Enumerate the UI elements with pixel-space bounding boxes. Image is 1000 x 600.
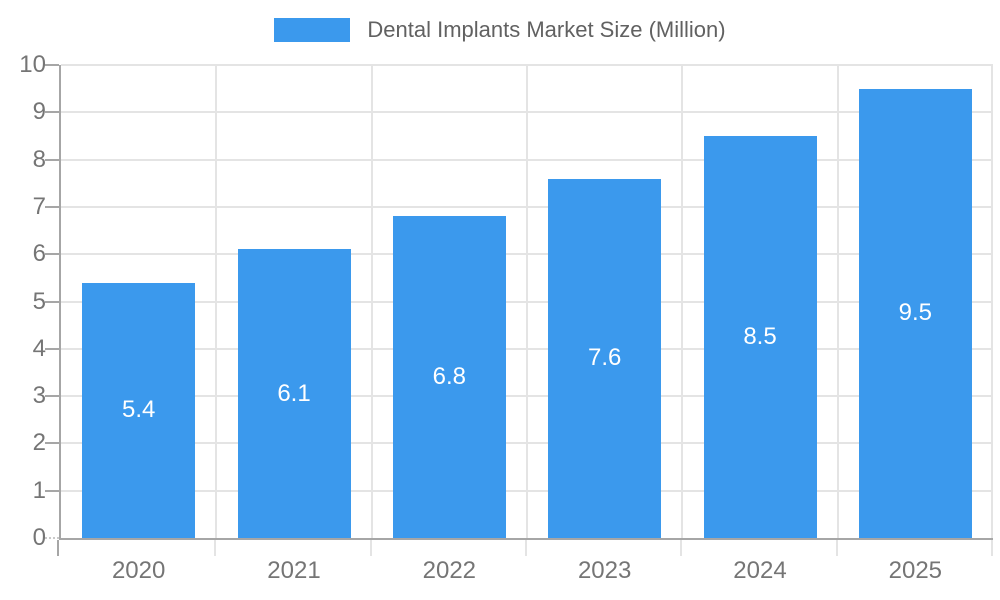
y-axis-tick-label: 9	[32, 98, 46, 126]
x-axis-label: 2025	[888, 557, 943, 584]
y-axis-tick-label: 10	[19, 51, 46, 78]
category-gridline	[526, 65, 528, 538]
y-axis-tick	[45, 300, 59, 303]
chart-legend[interactable]: Dental Implants Market Size (Million)	[0, 17, 1000, 43]
y-axis-tick	[45, 395, 59, 398]
bar-value-label: 6.8	[432, 363, 467, 391]
bar-value-label: 6.1	[277, 379, 311, 407]
y-axis-tick-label: 0	[32, 524, 46, 551]
x-axis-label: 2020	[111, 557, 166, 584]
x-axis-tick	[835, 540, 838, 556]
plot-area: 5.4 6.1 6.8 7.6 8.5 9.5	[59, 64, 993, 540]
x-axis-label: 2021	[267, 557, 321, 584]
category-gridline	[370, 65, 373, 538]
bar-2024[interactable]: 8.5	[703, 135, 817, 538]
legend-swatch	[274, 18, 351, 42]
x-axis-tick	[525, 540, 527, 556]
x-axis-tick	[991, 540, 993, 556]
bar-value-label: 7.6	[587, 344, 622, 372]
y-axis-tick	[45, 158, 59, 161]
y-axis-tick	[45, 64, 59, 66]
bar-2020[interactable]: 5.4	[82, 282, 196, 538]
y-axis-tick-label: 6	[32, 240, 46, 268]
y-axis-tick-label: 5	[32, 287, 46, 315]
bar-2022[interactable]: 6.8	[392, 216, 506, 538]
y-axis-tick-label: 3	[32, 382, 46, 410]
legend-label: Dental Implants Market Size (Million)	[367, 17, 726, 42]
y-axis-extension	[57, 540, 59, 556]
x-axis-tick	[214, 540, 217, 556]
y-axis-tick	[45, 205, 59, 208]
y-axis-tick-label: 7	[32, 192, 46, 220]
y-axis-tick-label: 8	[32, 145, 46, 173]
y-axis-tick-label: 4	[32, 334, 46, 362]
bar-2025[interactable]: 9.5	[858, 88, 972, 538]
bar-value-label: 9.5	[898, 299, 933, 327]
x-axis-label: 2022	[422, 557, 477, 584]
category-gridline	[681, 65, 684, 538]
bar-value-label: 5.4	[121, 396, 156, 424]
bar-2023[interactable]: 7.6	[548, 178, 662, 538]
bar-value-label: 8.5	[743, 322, 777, 350]
x-axis-label: 2024	[733, 557, 787, 584]
y-axis-tick	[45, 253, 59, 256]
x-axis-tick	[369, 540, 372, 556]
y-axis-tick-label: 2	[32, 429, 46, 457]
y-axis-tick	[45, 347, 59, 350]
y-axis-tick	[45, 442, 59, 445]
x-axis-tick	[680, 540, 683, 556]
y-axis-tick	[45, 111, 59, 114]
y-axis-tick	[45, 537, 59, 541]
category-gridline	[991, 65, 993, 538]
y-axis-tick-label: 1	[32, 476, 46, 504]
x-axis-label: 2023	[577, 557, 632, 584]
category-gridline	[836, 65, 839, 538]
category-gridline	[215, 65, 218, 538]
bar-2021[interactable]: 6.1	[237, 249, 351, 538]
y-axis-tick	[45, 489, 59, 492]
